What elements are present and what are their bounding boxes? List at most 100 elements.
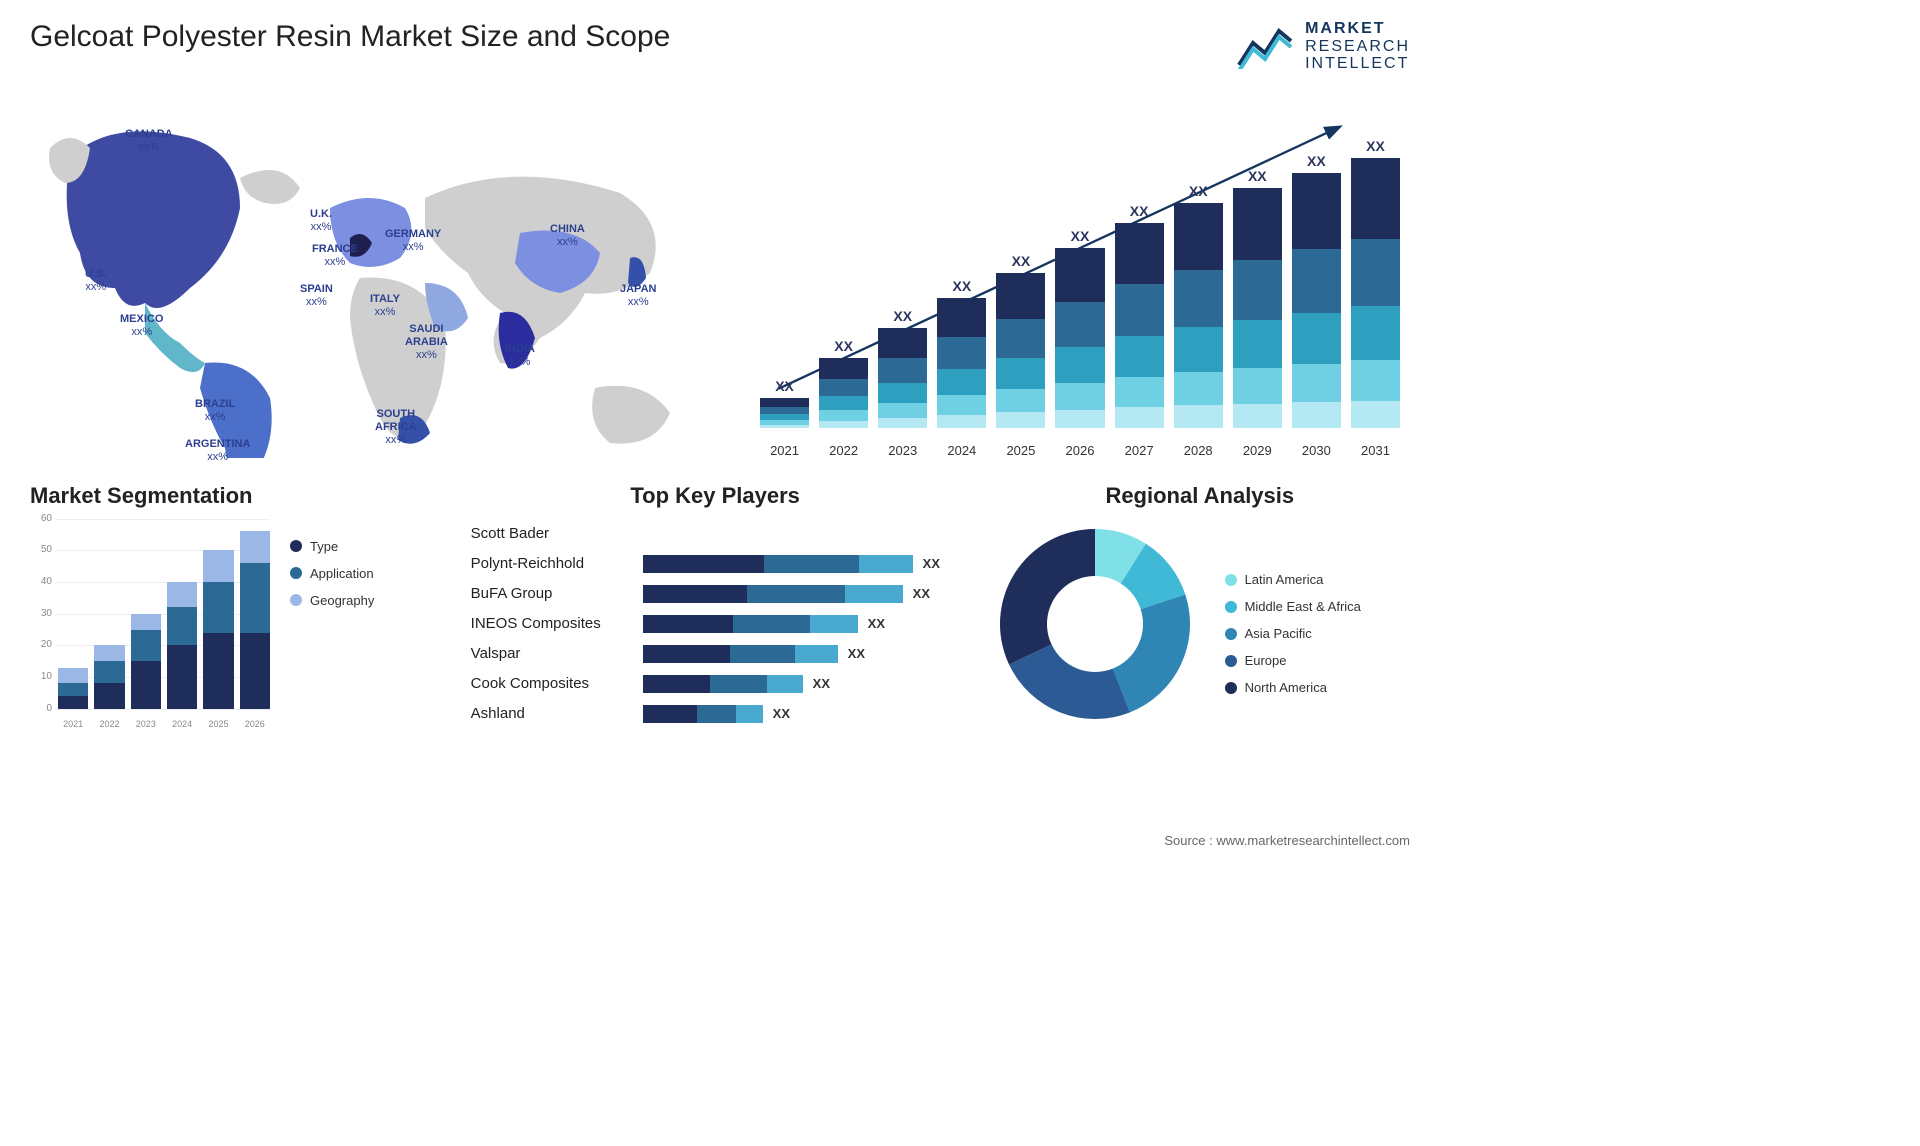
seg-ytick: 30	[30, 608, 52, 619]
legend-label: North America	[1245, 680, 1327, 695]
forecast-year-label: 2030	[1292, 443, 1341, 458]
player-bar	[643, 675, 803, 693]
forecast-value-label: XX	[1189, 183, 1208, 199]
legend-swatch	[1225, 601, 1237, 613]
map-label: JAPANxx%	[620, 283, 656, 309]
bottom-row: Market Segmentation 0102030405060 202120…	[30, 483, 1410, 729]
legend-swatch	[290, 594, 302, 606]
segmentation-panel: Market Segmentation 0102030405060 202120…	[30, 483, 441, 729]
map-label: INDIAxx%	[505, 343, 535, 369]
forecast-bar: XX	[819, 338, 868, 428]
forecast-bar: XX	[1174, 183, 1223, 428]
forecast-value-label: XX	[1248, 168, 1267, 184]
player-value: XX	[913, 586, 930, 601]
legend-label: Asia Pacific	[1245, 626, 1312, 641]
seg-year-label: 2026	[240, 719, 270, 729]
forecast-value-label: XX	[952, 278, 971, 294]
segmentation-bar	[58, 668, 88, 709]
player-row: BuFA Group XX	[471, 579, 960, 609]
donut-slice	[1112, 594, 1189, 712]
legend-item: North America	[1225, 680, 1361, 695]
players-list: Scott Bader Polynt-Reichhold XX BuFA Group X…	[471, 519, 960, 729]
legend-swatch	[1225, 655, 1237, 667]
player-row: Valspar XX	[471, 639, 960, 669]
forecast-bar: XX	[1233, 168, 1282, 428]
logo: MARKET RESEARCH INTELLECT	[1235, 20, 1410, 73]
player-name: Valspar	[471, 645, 631, 662]
map-label: MEXICOxx%	[120, 313, 163, 339]
player-row: Scott Bader	[471, 519, 960, 549]
legend-swatch	[1225, 574, 1237, 586]
player-name: Polynt-Reichhold	[471, 555, 631, 572]
segmentation-bar	[131, 614, 161, 709]
forecast-bar: XX	[878, 308, 927, 428]
player-value: XX	[923, 556, 940, 571]
map-label: U.K.xx%	[310, 208, 332, 234]
forecast-bar: XX	[1115, 203, 1164, 428]
forecast-year-label: 2027	[1115, 443, 1164, 458]
top-row: CANADAxx%U.S.xx%MEXICOxx%BRAZILxx%ARGENT…	[30, 88, 1410, 458]
forecast-value-label: XX	[1130, 203, 1149, 219]
player-value: XX	[773, 706, 790, 721]
segmentation-legend: Type Application Geography	[290, 539, 374, 729]
legend-item: Middle East & Africa	[1225, 599, 1361, 614]
source-text: Source : www.marketresearchintellect.com	[1164, 833, 1410, 848]
forecast-year-label: 2023	[878, 443, 927, 458]
legend-item: Type	[290, 539, 374, 554]
player-bar	[643, 705, 763, 723]
region-donut	[990, 519, 1200, 729]
forecast-value-label: XX	[1366, 138, 1385, 154]
player-name: Cook Composites	[471, 675, 631, 692]
player-bar	[643, 645, 838, 663]
player-name: Scott Bader	[471, 525, 631, 542]
seg-ytick: 40	[30, 576, 52, 587]
forecast-bar: XX	[1292, 153, 1341, 428]
legend-item: Latin America	[1225, 572, 1361, 587]
seg-year-label: 2021	[58, 719, 88, 729]
forecast-year-label: 2026	[1055, 443, 1104, 458]
header: Gelcoat Polyester Resin Market Size and …	[30, 20, 1410, 73]
seg-year-label: 2025	[203, 719, 233, 729]
seg-ytick: 60	[30, 513, 52, 524]
legend-label: Middle East & Africa	[1245, 599, 1361, 614]
segmentation-bar	[203, 550, 233, 708]
legend-label: Europe	[1245, 653, 1287, 668]
legend-label: Application	[310, 566, 374, 581]
forecast-bar: XX	[760, 378, 809, 428]
player-value: XX	[813, 676, 830, 691]
forecast-value-label: XX	[775, 378, 794, 394]
logo-icon	[1235, 23, 1295, 69]
map-label: CANADAxx%	[125, 128, 173, 154]
player-name: BuFA Group	[471, 585, 631, 602]
player-name: INEOS Composites	[471, 615, 631, 632]
map-label: ARGENTINAxx%	[185, 438, 250, 464]
logo-line2: RESEARCH	[1305, 38, 1410, 56]
player-row: Cook Composites XX	[471, 669, 960, 699]
player-row: AshlandXX	[471, 699, 960, 729]
player-value: XX	[848, 646, 865, 661]
segmentation-bar	[240, 531, 270, 708]
player-bar	[643, 555, 913, 573]
players-title: Top Key Players	[471, 483, 960, 509]
world-map: CANADAxx%U.S.xx%MEXICOxx%BRAZILxx%ARGENT…	[30, 88, 710, 458]
player-bar	[643, 615, 858, 633]
forecast-year-label: 2028	[1174, 443, 1223, 458]
forecast-bar: XX	[937, 278, 986, 428]
map-label: BRAZILxx%	[195, 398, 235, 424]
page-title: Gelcoat Polyester Resin Market Size and …	[30, 20, 670, 54]
seg-year-label: 2023	[131, 719, 161, 729]
map-label: SOUTHAFRICAxx%	[375, 408, 417, 448]
logo-line1: MARKET	[1305, 20, 1410, 38]
seg-ytick: 10	[30, 671, 52, 682]
seg-year-label: 2022	[94, 719, 124, 729]
legend-label: Geography	[310, 593, 374, 608]
legend-item: Application	[290, 566, 374, 581]
legend-swatch	[290, 540, 302, 552]
segmentation-chart: 0102030405060 202120222023202420252026	[30, 519, 270, 729]
seg-year-label: 2024	[167, 719, 197, 729]
forecast-value-label: XX	[1307, 153, 1326, 169]
map-label: SPAINxx%	[300, 283, 333, 309]
forecast-chart: XXXXXXXXXXXXXXXXXXXXXX 20212022202320242…	[750, 88, 1410, 458]
seg-ytick: 50	[30, 544, 52, 555]
forecast-year-label: 2022	[819, 443, 868, 458]
